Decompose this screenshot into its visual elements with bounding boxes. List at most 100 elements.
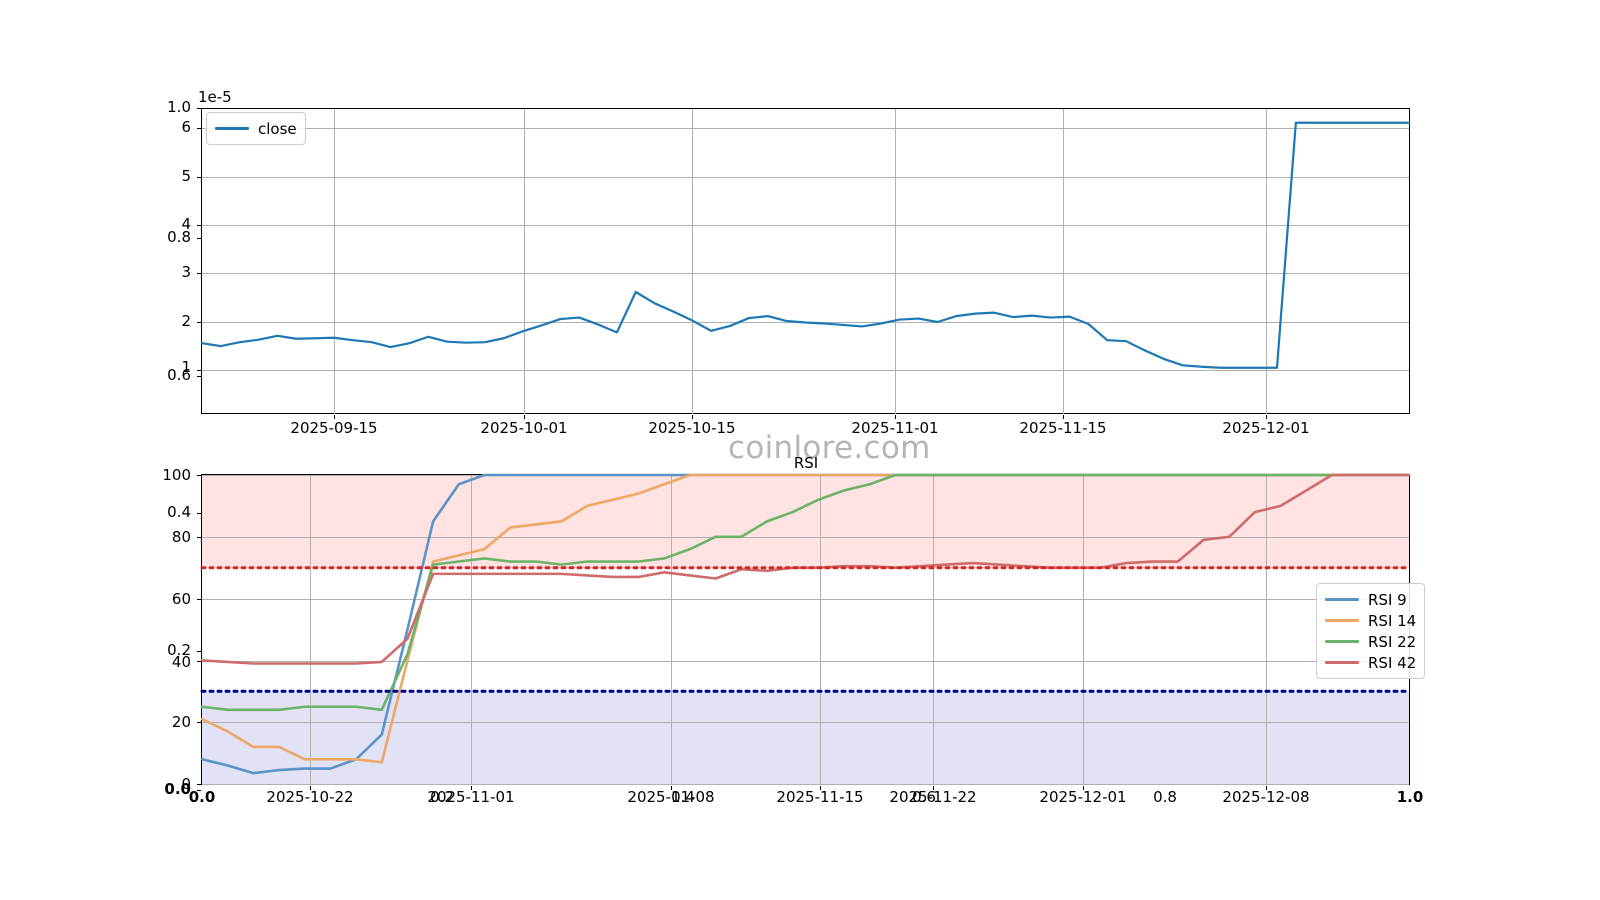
- price-y-tick-label: 6: [181, 118, 191, 136]
- price-x-tickmark: [692, 415, 693, 419]
- rsi-panel-title: RSI: [793, 454, 819, 472]
- price-gridline-v: [334, 109, 335, 414]
- price-y-tick-label: 2: [181, 312, 191, 330]
- rsi-y-tickmark-secondary: [197, 790, 201, 791]
- rsi-x-tickmark: [310, 786, 311, 790]
- legend-item-rsi-14: RSI 14: [1325, 610, 1416, 631]
- price-gridline-v: [524, 109, 525, 414]
- price-y-tick-label: 5: [181, 167, 191, 185]
- rsi-x-tick-label-secondary: 0.4: [671, 788, 695, 806]
- rsi-x-tickmark: [1266, 786, 1267, 790]
- legend-swatch-rsi-22-icon: [1325, 640, 1359, 643]
- rsi-y-tickmark-secondary: [197, 513, 201, 514]
- price-gridline-h: [202, 322, 1409, 323]
- rsi-y-tickmark-secondary: [197, 651, 201, 652]
- price-x-tickmark: [1063, 415, 1064, 419]
- rsi-gridline-v: [310, 475, 311, 784]
- rsi-x-tick-label: 2025-12-01: [1039, 788, 1127, 806]
- price-gridline-h: [202, 177, 1409, 178]
- price-x-tickmark: [1266, 415, 1267, 419]
- price-y-tick-label-secondary: 0.8: [167, 228, 191, 246]
- price-x-tick-label: 2025-10-15: [648, 419, 736, 437]
- rsi-y-tick-label: 100: [162, 466, 191, 484]
- rsi-gridline-h: [202, 599, 1409, 600]
- rsi-gridline-v: [1083, 475, 1084, 784]
- price-x-tick-label: 2025-10-01: [480, 419, 568, 437]
- price-y-offset-text: 1e-5: [198, 88, 232, 106]
- rsi-x-tickmark: [671, 786, 672, 790]
- rsi-y-tick-label-secondary: 0.4: [167, 503, 191, 521]
- legend-label: RSI 22: [1368, 632, 1417, 651]
- rsi-x-tick-label-secondary: 0.6: [912, 788, 936, 806]
- rsi-x-tick-label-secondary: 0.0: [188, 788, 216, 806]
- rsi-y-tickmark: [197, 661, 201, 662]
- rsi-y-tick-label: 40: [171, 653, 191, 671]
- price-gridline-h: [202, 370, 1409, 371]
- legend-item-close: close: [215, 118, 297, 139]
- price-x-tickmark: [895, 415, 896, 419]
- price-y-tick-label: 4: [181, 215, 191, 233]
- price-gridline-v: [1266, 109, 1267, 414]
- price-y-tick-label: 1: [181, 358, 191, 376]
- rsi-y-tickmark: [197, 784, 201, 785]
- rsi-x-tick-label-secondary: 0.2: [430, 788, 454, 806]
- rsi-x-tickmark: [1083, 786, 1084, 790]
- price-x-tickmark: [524, 415, 525, 419]
- price-x-tick-label: 2025-11-15: [1019, 419, 1107, 437]
- rsi-gridline-v: [671, 475, 672, 784]
- rsi-y-tick-label-secondary: 0.0: [164, 780, 191, 798]
- rsi-x-tick-label: 2025-11-15: [776, 788, 864, 806]
- legend-swatch-rsi-14-icon: [1325, 619, 1359, 622]
- price-x-tick-label: 2025-11-01: [851, 419, 939, 437]
- price-y-tickmark: [197, 370, 201, 371]
- price-plot-area: [201, 108, 1410, 414]
- legend-item-rsi-42: RSI 42: [1325, 652, 1416, 673]
- rsi-x-tick-label: 2025-12-08: [1222, 788, 1310, 806]
- rsi-x-tick-label-secondary: 1.0: [1396, 788, 1424, 806]
- rsi-x-tick-label-secondary: 0.8: [1153, 788, 1177, 806]
- rsi-y-tick-label: 80: [171, 528, 191, 546]
- legend-swatch-close-icon: [215, 127, 249, 130]
- price-x-tickmark: [334, 415, 335, 419]
- price-y-tickmark: [197, 225, 201, 226]
- legend-swatch-rsi-42-icon: [1325, 661, 1359, 664]
- rsi-plot-area: [201, 474, 1410, 785]
- legend-item-rsi-22: RSI 22: [1325, 631, 1416, 652]
- rsi-x-tick-label: 2025-11-08: [627, 788, 715, 806]
- price-y-tickmark: [197, 177, 201, 178]
- price-gridline-v: [692, 109, 693, 414]
- price-gridline-v: [895, 109, 896, 414]
- price-gridline-h: [202, 128, 1409, 129]
- price-y-tickmark-secondary: [197, 376, 201, 377]
- rsi-gridline-v: [1266, 475, 1267, 784]
- price-y-tick-label-secondary: 1.0: [167, 98, 191, 116]
- legend-label: RSI 14: [1368, 611, 1417, 630]
- rsi-gridline-h: [202, 722, 1409, 723]
- rsi-legend[interactable]: RSI 9 RSI 14 RSI 22 RSI 42: [1316, 583, 1426, 679]
- price-gridline-v: [1063, 109, 1064, 414]
- rsi-y-tickmark: [197, 475, 201, 476]
- rsi-x-tickmark: [820, 786, 821, 790]
- watermark: coinlore.com: [728, 430, 931, 466]
- rsi-gridline-h: [202, 784, 1409, 785]
- rsi-gridline-h: [202, 661, 1409, 662]
- price-y-tickmark-secondary: [197, 108, 201, 109]
- price-x-tick-label: 2025-12-01: [1222, 419, 1310, 437]
- rsi-x-tick-label: 2025-10-22: [266, 788, 354, 806]
- rsi-gridline-v: [471, 475, 472, 784]
- price-y-tickmark: [197, 128, 201, 129]
- price-y-tickmark-secondary: [197, 238, 201, 239]
- price-x-tick-label: 2025-09-15: [290, 419, 378, 437]
- price-legend[interactable]: close: [206, 112, 306, 145]
- rsi-x-tickmark: [933, 786, 934, 790]
- price-gridline-h: [202, 273, 1409, 274]
- rsi-y-tickmark: [197, 599, 201, 600]
- rsi-gridline-v: [820, 475, 821, 784]
- price-y-tick-label-secondary: 0.6: [167, 366, 191, 384]
- rsi-y-tickmark: [197, 537, 201, 538]
- price-y-tickmark: [197, 322, 201, 323]
- price-y-tick-label: 3: [181, 263, 191, 281]
- rsi-gridline-v: [933, 475, 934, 784]
- rsi-y-tick-label: 60: [171, 590, 191, 608]
